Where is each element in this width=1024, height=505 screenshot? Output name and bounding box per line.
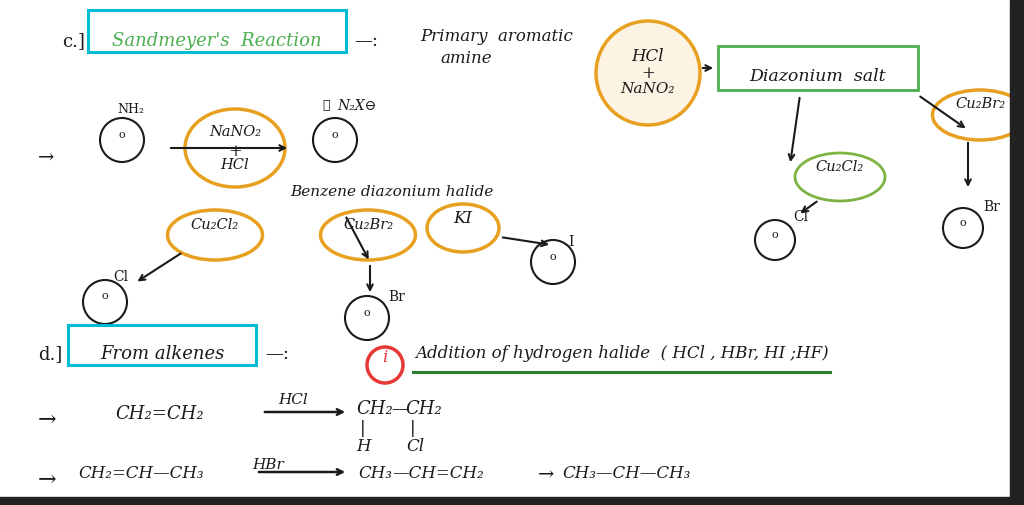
Text: →: → — [38, 148, 54, 166]
Text: —:: —: — [354, 32, 378, 50]
Text: Benzene diazonium halide: Benzene diazonium halide — [290, 185, 494, 199]
Text: NaNO₂: NaNO₂ — [209, 125, 261, 139]
Text: Addition of hydrogen halide  ( HCl , HBr, HI ;HF): Addition of hydrogen halide ( HCl , HBr,… — [415, 345, 828, 362]
Text: o: o — [772, 230, 778, 240]
Text: CH₃—CH—CH₃: CH₃—CH—CH₃ — [562, 465, 690, 482]
Text: c.]: c.] — [62, 32, 85, 50]
Text: From alkenes: From alkenes — [99, 345, 224, 363]
Text: Cu₂Br₂: Cu₂Br₂ — [343, 218, 393, 232]
Text: HCl: HCl — [221, 158, 249, 172]
Text: CH₂=CH—CH₃: CH₂=CH—CH₃ — [78, 465, 204, 482]
Circle shape — [596, 21, 700, 125]
Text: NaNO₂: NaNO₂ — [621, 82, 675, 96]
Text: —CH=CH₂: —CH=CH₂ — [392, 465, 483, 482]
Text: N₂X⊖: N₂X⊖ — [337, 99, 376, 113]
Text: Cl: Cl — [793, 210, 808, 224]
Bar — [1010, 0, 1024, 505]
Text: →: → — [538, 465, 554, 483]
Text: +: + — [228, 143, 242, 160]
Text: +: + — [641, 65, 655, 82]
Text: amine: amine — [440, 50, 492, 67]
Text: o: o — [119, 130, 125, 140]
Text: Cu₂Br₂: Cu₂Br₂ — [955, 97, 1006, 111]
Text: CH₂=CH₂: CH₂=CH₂ — [115, 405, 204, 423]
Text: CH₂: CH₂ — [406, 400, 441, 418]
Text: o: o — [101, 291, 109, 301]
Text: Sandmeyer's  Reaction: Sandmeyer's Reaction — [113, 32, 322, 50]
Text: d.]: d.] — [38, 345, 62, 363]
Text: ①: ① — [322, 99, 330, 112]
Text: |: | — [410, 420, 416, 437]
Text: Cu₂Cl₂: Cu₂Cl₂ — [190, 218, 240, 232]
Text: Br: Br — [388, 290, 404, 304]
Text: NH₂: NH₂ — [117, 103, 144, 116]
Text: Diazonium  salt: Diazonium salt — [750, 68, 887, 85]
Text: Cu₂Cl₂: Cu₂Cl₂ — [816, 160, 864, 174]
Text: o: o — [550, 252, 556, 262]
Text: —:: —: — [265, 345, 289, 363]
Text: I: I — [568, 235, 573, 249]
Text: Br: Br — [983, 200, 999, 214]
Text: —: — — [391, 400, 409, 418]
Text: o: o — [332, 130, 338, 140]
Text: |: | — [360, 420, 366, 437]
Text: Cl: Cl — [113, 270, 128, 284]
Text: HCl: HCl — [632, 48, 665, 65]
Text: H: H — [356, 438, 371, 455]
Text: HCl: HCl — [278, 393, 308, 407]
Text: Primary  aromatic: Primary aromatic — [420, 28, 572, 45]
Bar — [0, 497, 1024, 505]
Text: CH₂: CH₂ — [356, 400, 393, 418]
Text: →: → — [38, 410, 56, 432]
Text: o: o — [364, 308, 371, 318]
Text: →: → — [38, 470, 56, 492]
Text: o: o — [959, 218, 967, 228]
Text: KI: KI — [454, 210, 472, 227]
Text: HBr: HBr — [252, 458, 284, 472]
Text: CH₃: CH₃ — [358, 465, 392, 482]
Text: i: i — [382, 349, 388, 366]
Text: Cl: Cl — [406, 438, 424, 455]
